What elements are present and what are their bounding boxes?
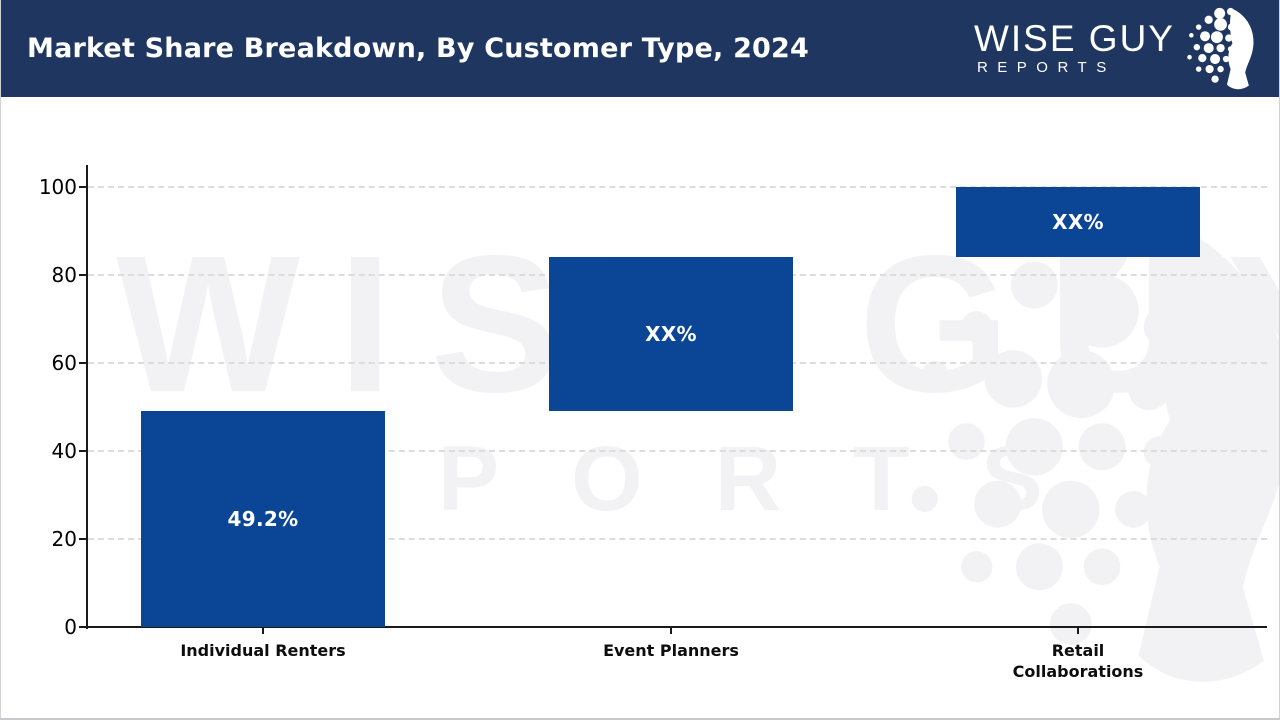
chart-area: WISE GUY REPORTS 020 <box>1 97 1279 718</box>
wiseguy-logo: WISE GUY REPORTS <box>974 7 1255 91</box>
y-axis-tick-label: 80 <box>51 263 77 287</box>
gridline <box>88 186 1267 188</box>
header: Market Share Breakdown, By Customer Type… <box>1 0 1279 97</box>
y-axis-line <box>86 165 88 629</box>
x-axis-label: Event Planners <box>603 641 739 660</box>
y-axis-tick-label: 60 <box>51 351 77 375</box>
logo-wordmark: WISE GUY <box>973 18 1175 59</box>
y-axis-tick-label: 40 <box>51 439 77 463</box>
y-axis-tick <box>79 538 86 540</box>
y-axis-tick <box>79 626 86 628</box>
x-axis-line <box>86 626 1267 628</box>
logo-subtitle: REPORTS <box>976 59 1116 76</box>
bar-value-label: 49.2% <box>227 506 299 531</box>
bar: 49.2% <box>141 410 385 627</box>
plot: 0 20 40 60 80 100 49.2% XX% XX% Individual Renter… <box>1 97 1279 718</box>
bar-value-label: XX% <box>1052 210 1104 235</box>
y-axis-tick <box>79 450 86 452</box>
x-axis-label: Retail Collaborations <box>1012 641 1144 681</box>
page-title: Market Share Breakdown, By Customer Type… <box>27 33 810 64</box>
y-axis-tick <box>79 274 86 276</box>
x-axis-label: Individual Renters <box>180 641 346 660</box>
x-axis-tick <box>670 628 672 634</box>
y-axis-tick <box>79 362 86 364</box>
y-axis-tick <box>79 186 86 188</box>
bar: XX% <box>956 187 1200 258</box>
y-axis-tick-label: 100 <box>38 175 77 199</box>
gridline <box>88 538 1267 540</box>
logo-text: WISE GUY REPORTS <box>973 18 1175 76</box>
bar-value-label: XX% <box>645 321 697 346</box>
gridline <box>88 450 1267 452</box>
y-axis-tick-label: 20 <box>51 527 77 551</box>
wiseguy-head-icon <box>1187 7 1254 89</box>
x-axis-tick <box>1077 628 1079 634</box>
x-axis-tick <box>262 628 264 634</box>
y-axis-tick-label: 0 <box>64 615 77 639</box>
bar: XX% <box>549 257 793 411</box>
